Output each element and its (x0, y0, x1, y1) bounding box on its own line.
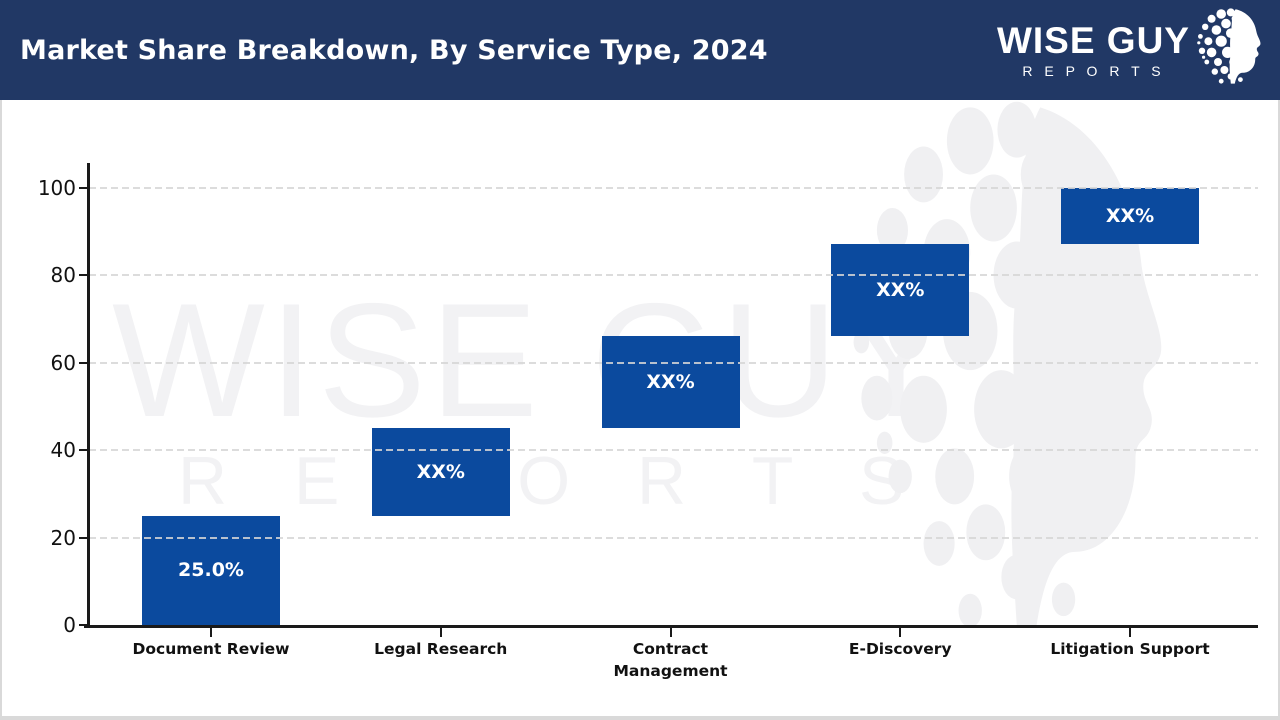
x-tick-label-contract-management: Contract Management (613, 640, 728, 680)
bar-e-discovery: XX% (831, 244, 970, 337)
gridline-80 (89, 274, 1258, 276)
watermark-subtitle: R E P O R T S (178, 443, 929, 519)
frame-left-border (0, 100, 2, 720)
x-tick-label-e-discovery: E-Discovery (848, 640, 952, 658)
logo-head-icon (1194, 6, 1266, 94)
logo-wordmark-block: WISE GUY R E P O R T S (997, 22, 1190, 79)
bar-legal-research: XX% (371, 428, 510, 516)
watermark-head-icon (838, 85, 1188, 700)
bar-value-label-e-discovery: XX% (876, 279, 925, 302)
gridline-20 (89, 536, 1258, 539)
y-tick-label-80: 80 (50, 263, 76, 287)
gridline-40 (89, 449, 1258, 451)
gridline-100 (89, 186, 1258, 189)
y-tick-label-60: 60 (50, 350, 76, 375)
bar-contract-management: XX% (601, 336, 740, 429)
logo-subtitle: R E P O R T S (1022, 62, 1165, 79)
frame-right-border (1278, 100, 1280, 720)
frame-bottom-border (0, 716, 1280, 720)
wise-guy-reports-logo: WISE GUY R E P O R T S (997, 6, 1280, 94)
watermark-wordmark: WISE GUY (112, 270, 955, 451)
x-tick-e-discovery (899, 628, 902, 637)
y-tick-0 (79, 624, 88, 626)
x-tick-litigation-support (1129, 628, 1131, 637)
y-tick-100 (79, 186, 88, 189)
y-axis-line (87, 163, 90, 628)
header: Market Share Breakdown, By Service Type,… (0, 0, 1280, 100)
bar-document-review: 25.0% (142, 515, 280, 625)
y-tick-20 (79, 536, 88, 539)
x-tick-label-litigation-support: Litigation Support (1050, 640, 1210, 658)
x-tick-document-review (210, 628, 212, 637)
y-tick-label-20: 20 (50, 525, 76, 550)
x-tick-label-legal-research: Legal Research (374, 640, 508, 658)
bar-value-label-legal-research: XX% (416, 460, 465, 483)
x-axis-line (84, 625, 1258, 628)
x-tick-contract-management (669, 628, 672, 637)
y-tick-80 (79, 274, 88, 276)
y-tick-40 (79, 449, 88, 451)
bar-value-label-contract-management: XX% (646, 371, 695, 394)
x-tick-legal-research (439, 628, 442, 637)
bar-litigation-support: XX% (1061, 187, 1199, 245)
gridline-60 (89, 361, 1258, 364)
x-tick-label-document-review: Document Review (132, 640, 290, 658)
y-tick-label-40: 40 (50, 438, 76, 462)
y-tick-60 (79, 361, 88, 364)
y-tick-label-0: 0 (63, 613, 76, 637)
bar-value-label-litigation-support: XX% (1105, 204, 1155, 227)
logo-wordmark: WISE GUY (996, 19, 1190, 61)
page-title: Market Share Breakdown, By Service Type,… (20, 34, 768, 66)
bar-value-label-document-review: 25.0% (178, 559, 244, 582)
y-tick-label-100: 100 (37, 175, 76, 200)
